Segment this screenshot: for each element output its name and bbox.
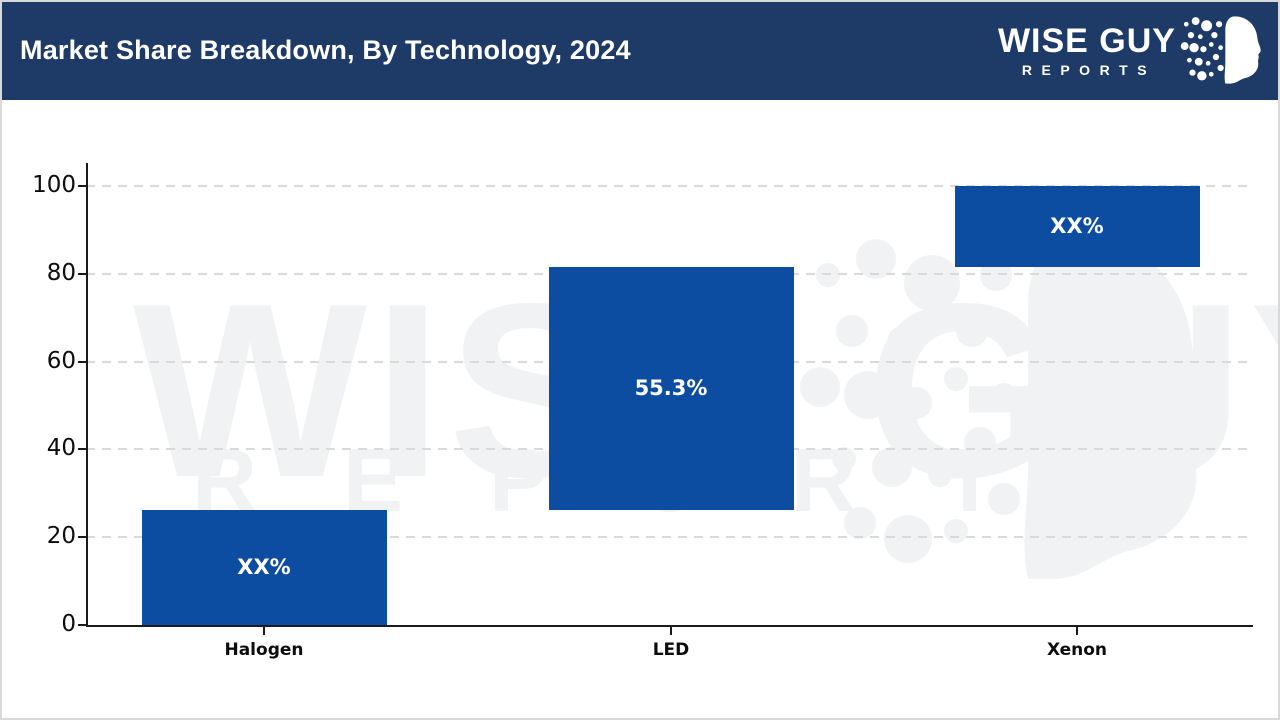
brand-logo: WISE GUY REPORTS — [998, 12, 1266, 88]
bar-value-label: XX% — [1050, 214, 1104, 239]
y-tick-mark — [78, 448, 87, 451]
y-tick-label: 80 — [46, 259, 76, 286]
x-tick-label-halogen: Halogen — [224, 640, 304, 660]
gridline-100 — [86, 185, 1253, 187]
y-tick-label: 40 — [46, 435, 76, 462]
bar-led: 55.3% — [548, 266, 794, 510]
brand-logo-primary: WISE GUY — [997, 21, 1176, 60]
x-tick-mark — [263, 627, 265, 635]
bar-value-label: 55.3% — [634, 376, 708, 401]
bar-halogen: XX% — [141, 509, 387, 625]
y-tick-mark — [78, 624, 87, 626]
page-title: Market Share Breakdown, By Technology, 2… — [20, 34, 631, 65]
y-tick-label: 60 — [46, 347, 76, 374]
y-axis-line — [86, 163, 88, 627]
x-tick-label-led: LED — [652, 640, 690, 660]
y-tick-mark — [78, 536, 87, 539]
bar-value-label: XX% — [237, 555, 291, 580]
y-tick-label: 100 — [32, 172, 76, 198]
bar-xenon: XX% — [954, 186, 1200, 267]
brand-logo-text: WISE GUY REPORTS — [998, 24, 1176, 77]
y-tick-label: 20 — [46, 523, 76, 550]
y-tick-mark — [78, 185, 87, 187]
y-tick-mark — [78, 272, 87, 275]
x-axis-line — [86, 625, 1253, 627]
header-bar: Market Share Breakdown, By Technology, 2… — [0, 0, 1280, 100]
brand-logo-secondary: REPORTS — [1021, 61, 1157, 78]
gridline-20 — [86, 536, 1253, 539]
x-tick-label-xenon: Xenon — [1046, 640, 1108, 660]
x-tick-mark — [670, 627, 672, 635]
y-tick-label: 0 — [61, 611, 76, 637]
y-tick-mark — [78, 360, 87, 363]
wiseguy-face-icon — [1180, 16, 1261, 84]
x-tick-mark — [1076, 627, 1078, 635]
